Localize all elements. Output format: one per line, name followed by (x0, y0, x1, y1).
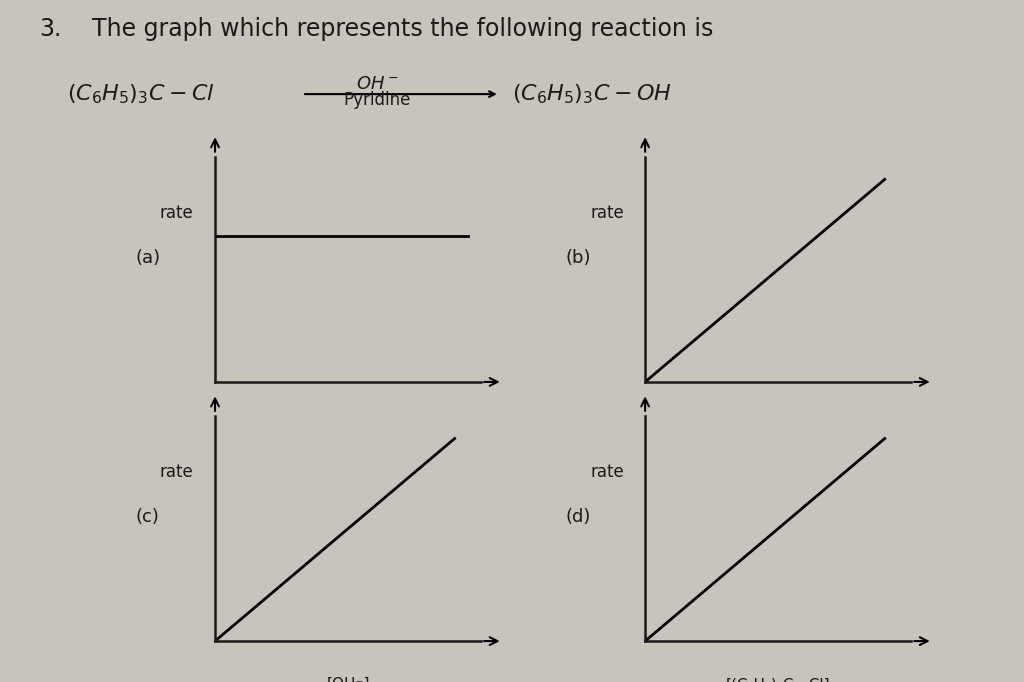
Text: $OH^-$: $OH^-$ (355, 75, 398, 93)
Text: [(C₆H₅)₃C—Cl]: [(C₆H₅)₃C—Cl] (296, 418, 400, 433)
Text: (c): (c) (135, 508, 159, 527)
Text: 3.: 3. (39, 17, 61, 41)
Text: rate: rate (160, 463, 194, 481)
Text: [(C₆H₅)₃C—Cl]: [(C₆H₅)₃C—Cl] (726, 677, 830, 682)
Text: (d): (d) (565, 508, 591, 527)
Text: [Pyridine]: [Pyridine] (741, 418, 815, 433)
Text: [OH⁻]: [OH⁻] (327, 677, 370, 682)
Text: The graph which represents the following reaction is: The graph which represents the following… (92, 17, 714, 41)
Text: Pyridine: Pyridine (343, 91, 411, 109)
Text: rate: rate (160, 204, 194, 222)
Text: rate: rate (590, 204, 624, 222)
Text: rate: rate (590, 463, 624, 481)
Text: (a): (a) (135, 249, 161, 267)
Text: $(C_6H_5)_3C-OH$: $(C_6H_5)_3C-OH$ (512, 83, 672, 106)
Text: (b): (b) (565, 249, 591, 267)
Text: $(C_6H_5)_3C-Cl$: $(C_6H_5)_3C-Cl$ (67, 83, 214, 106)
